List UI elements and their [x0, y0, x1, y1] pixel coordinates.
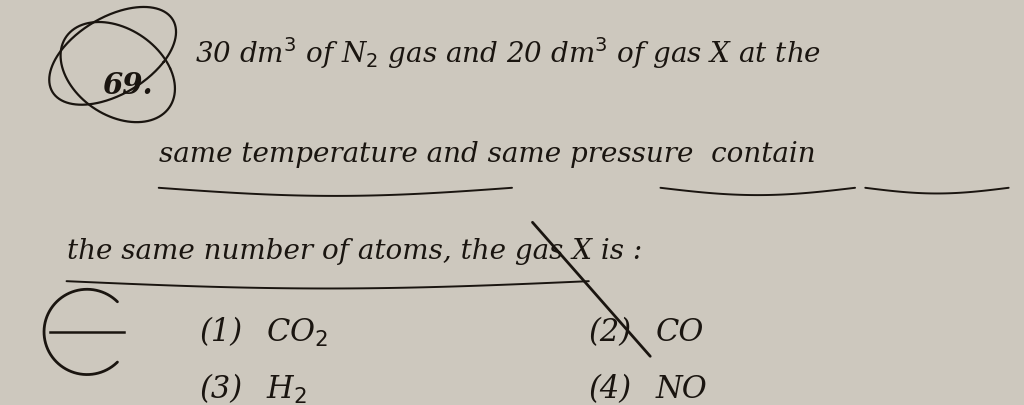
Text: same temperature and same pressure  contain: same temperature and same pressure conta…: [159, 141, 815, 167]
Text: CO: CO: [655, 317, 703, 347]
Text: NO: NO: [655, 373, 708, 404]
Text: 69.: 69.: [102, 70, 154, 100]
Text: (4): (4): [589, 373, 632, 404]
Text: 30 dm$^3$ of N$_2$ gas and 20 dm$^3$ of gas X at the: 30 dm$^3$ of N$_2$ gas and 20 dm$^3$ of …: [195, 35, 820, 70]
Text: the same number of atoms, the gas X is :: the same number of atoms, the gas X is :: [67, 238, 642, 264]
Text: H$_2$: H$_2$: [266, 373, 307, 405]
Text: (1): (1): [200, 317, 243, 347]
Text: (2): (2): [589, 317, 632, 347]
Text: CO$_2$: CO$_2$: [266, 316, 329, 348]
Text: (3): (3): [200, 373, 243, 404]
